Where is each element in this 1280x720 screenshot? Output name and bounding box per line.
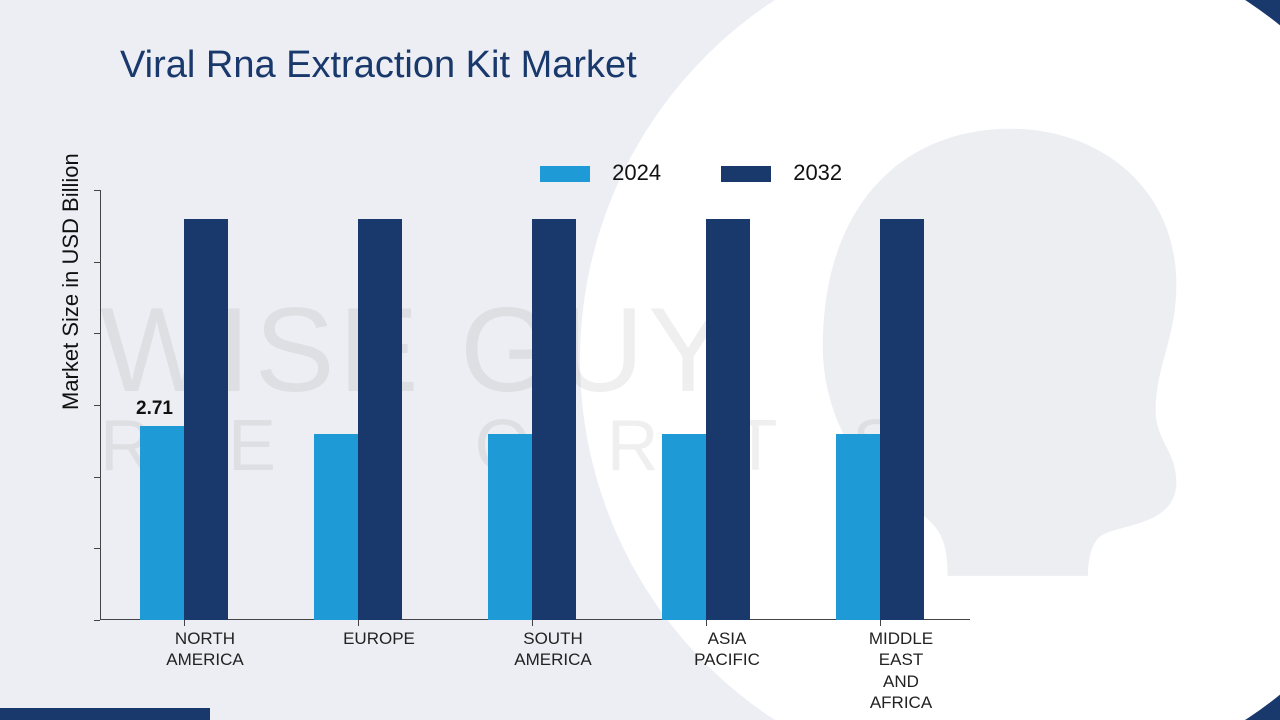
bar-value-label: 2.71 [136, 398, 173, 420]
y-tick [94, 405, 100, 406]
chart-title: Viral Rna Extraction Kit Market [120, 44, 637, 87]
bar-2024 [314, 434, 358, 620]
y-axis-line [100, 190, 101, 620]
legend-label-2032: 2032 [793, 160, 842, 185]
brand-head-icon [1172, 48, 1258, 138]
bar-2032 [184, 219, 228, 620]
y-tick [94, 477, 100, 478]
y-tick [94, 620, 100, 621]
bottom-accent-bar [0, 708, 210, 720]
category-label: NORTHAMERICA [125, 620, 285, 671]
chart-legend: 2024 2032 [540, 160, 842, 186]
bar-2024 [836, 434, 880, 620]
category-label: ASIAPACIFIC [647, 620, 807, 671]
y-tick [94, 548, 100, 549]
chart-plot-area: 2.71NORTHAMERICAEUROPESOUTHAMERICAASIAPA… [100, 190, 970, 620]
bar-2024 [488, 434, 532, 620]
bar-2024 [662, 434, 706, 620]
category-label: SOUTHAMERICA [473, 620, 633, 671]
legend-item-2024: 2024 [540, 160, 661, 186]
bar-2032 [706, 219, 750, 620]
category-label: MIDDLEEASTANDAFRICA [821, 620, 981, 713]
brand-logo: WISE GUY REPORTS [1068, 26, 1246, 79]
legend-swatch-2024 [540, 166, 590, 182]
legend-item-2032: 2032 [721, 160, 842, 186]
y-tick [94, 190, 100, 191]
bar-2032 [358, 219, 402, 620]
y-axis-title: Market Size in USD Billion [58, 153, 84, 410]
y-tick [94, 262, 100, 263]
bar-2032 [532, 219, 576, 620]
category-label: EUROPE [299, 620, 459, 649]
bar-2032 [880, 219, 924, 620]
y-tick [94, 333, 100, 334]
legend-swatch-2032 [721, 166, 771, 182]
bar-2024: 2.71 [140, 426, 184, 620]
legend-label-2024: 2024 [612, 160, 661, 185]
